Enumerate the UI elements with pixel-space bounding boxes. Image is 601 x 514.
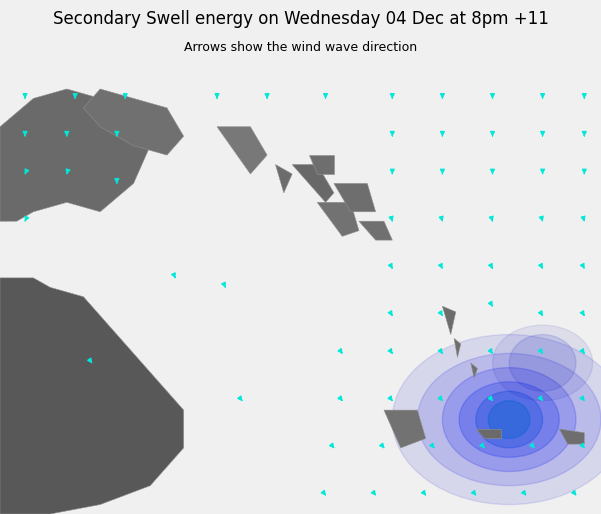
Polygon shape (309, 155, 334, 174)
Ellipse shape (476, 391, 543, 448)
Polygon shape (454, 338, 461, 357)
Polygon shape (442, 306, 456, 335)
Polygon shape (476, 429, 501, 438)
Ellipse shape (417, 354, 601, 486)
Polygon shape (359, 221, 392, 240)
Polygon shape (0, 278, 184, 514)
Ellipse shape (488, 400, 530, 438)
Polygon shape (0, 89, 159, 221)
Ellipse shape (509, 335, 576, 391)
Polygon shape (217, 127, 267, 174)
Polygon shape (471, 363, 477, 378)
Ellipse shape (392, 335, 601, 505)
Ellipse shape (459, 382, 560, 457)
Text: Arrows show the wind wave direction: Arrows show the wind wave direction (184, 41, 417, 54)
Polygon shape (317, 203, 359, 236)
Ellipse shape (442, 368, 576, 471)
Polygon shape (275, 164, 292, 193)
Text: Secondary Swell energy on Wednesday 04 Dec at 8pm +11: Secondary Swell energy on Wednesday 04 D… (52, 10, 549, 28)
Polygon shape (84, 89, 184, 155)
Polygon shape (384, 410, 426, 448)
Polygon shape (560, 429, 584, 444)
Polygon shape (292, 164, 334, 203)
Ellipse shape (492, 325, 593, 400)
Polygon shape (334, 183, 376, 212)
